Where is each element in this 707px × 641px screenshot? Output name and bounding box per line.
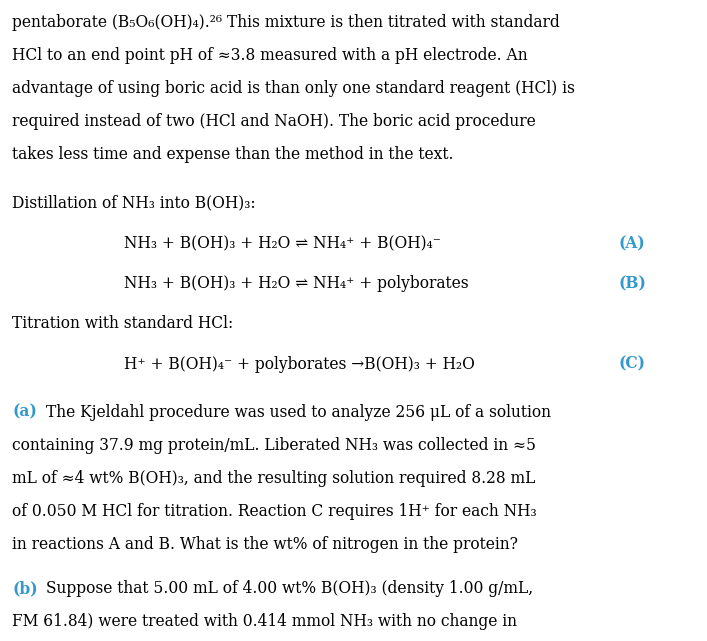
Text: FM 61.84) were treated with 0.414 mmol NH₃ with no change in: FM 61.84) were treated with 0.414 mmol N… [12, 613, 517, 630]
Text: Titration with standard HCl:: Titration with standard HCl: [12, 315, 233, 331]
Text: required instead of two (HCl and NaOH). The boric acid procedure: required instead of two (HCl and NaOH). … [12, 113, 536, 130]
Text: The Kjeldahl procedure was used to analyze 256 μL of a solution: The Kjeldahl procedure was used to analy… [46, 404, 551, 420]
Text: H⁺ + B(OH)₄⁻ + polyborates →B(OH)₃ + H₂O: H⁺ + B(OH)₄⁻ + polyborates →B(OH)₃ + H₂O [124, 356, 474, 373]
Text: NH₃ + B(OH)₃ + H₂O ⇌ NH₄⁺ + B(OH)₄⁻: NH₃ + B(OH)₃ + H₂O ⇌ NH₄⁺ + B(OH)₄⁻ [124, 235, 440, 253]
Text: pentaborate (B₅O₆(OH)₄).²⁶ This mixture is then titrated with standard: pentaborate (B₅O₆(OH)₄).²⁶ This mixture … [12, 14, 560, 31]
Text: (B): (B) [619, 275, 646, 292]
Text: (C): (C) [619, 356, 645, 373]
Text: Distillation of NH₃ into B(OH)₃:: Distillation of NH₃ into B(OH)₃: [12, 194, 256, 211]
Text: (b): (b) [12, 580, 37, 597]
Text: (A): (A) [619, 235, 645, 253]
Text: in reactions A and B. What is the wt% of nitrogen in the protein?: in reactions A and B. What is the wt% of… [12, 536, 518, 553]
Text: of 0.050 M HCl for titration. Reaction C requires 1H⁺ for each NH₃: of 0.050 M HCl for titration. Reaction C… [12, 503, 537, 520]
Text: HCl to an end point pH of ≈3.8 measured with a pH electrode. An: HCl to an end point pH of ≈3.8 measured … [12, 47, 527, 64]
Text: advantage of using boric acid is than only one standard reagent (HCl) is: advantage of using boric acid is than on… [12, 80, 575, 97]
Text: NH₃ + B(OH)₃ + H₂O ⇌ NH₄⁺ + polyborates: NH₃ + B(OH)₃ + H₂O ⇌ NH₄⁺ + polyborates [124, 275, 468, 292]
Text: containing 37.9 mg protein/mL. Liberated NH₃ was collected in ≈5: containing 37.9 mg protein/mL. Liberated… [12, 437, 536, 454]
Text: mL of ≈4 wt% B(OH)₃, and the resulting solution required 8.28 mL: mL of ≈4 wt% B(OH)₃, and the resulting s… [12, 470, 535, 487]
Text: Suppose that 5.00 mL of 4.00 wt% B(OH)₃ (density 1.00 g/mL,: Suppose that 5.00 mL of 4.00 wt% B(OH)₃ … [46, 580, 533, 597]
Text: takes less time and expense than the method in the text.: takes less time and expense than the met… [12, 146, 453, 163]
Text: (a): (a) [12, 404, 37, 420]
